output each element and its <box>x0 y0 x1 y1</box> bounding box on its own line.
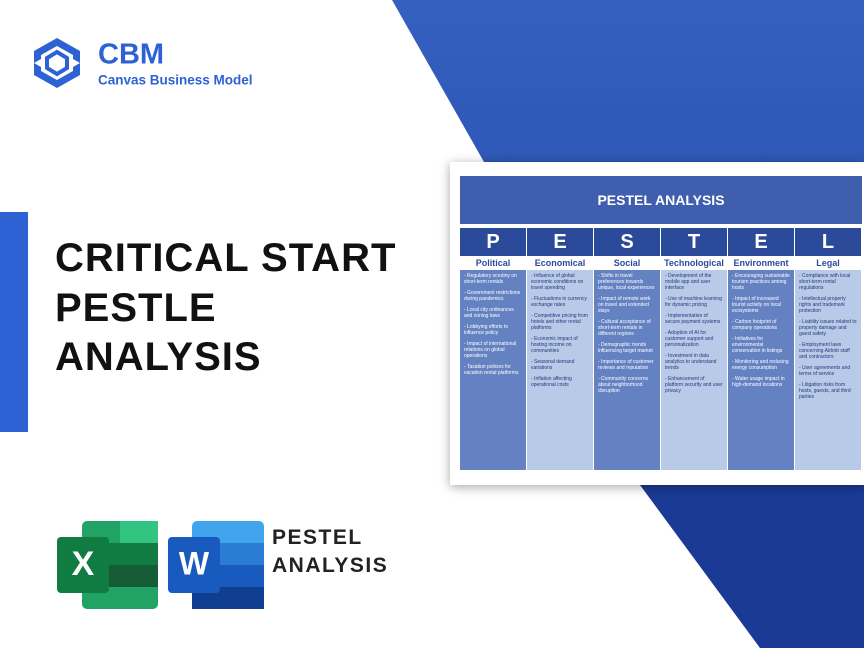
column-label: Environment <box>728 256 794 270</box>
column-item: - User agreements and terms of service <box>799 365 851 377</box>
column-item: - Impact of international relations on g… <box>464 341 517 359</box>
column-item: - Liability issues related to property d… <box>799 319 857 337</box>
column-item: - Employment laws concerning Airbnb staf… <box>799 342 850 360</box>
pestel-column: E Environment - Encouraging sustainable to… <box>728 228 794 470</box>
column-item: - Use of machine learning for dynamic pr… <box>665 296 722 308</box>
column-item: - Importance of customer reviews and rep… <box>598 359 654 371</box>
column-letter: L <box>795 228 861 256</box>
logo-icon <box>34 38 80 88</box>
column-letter: E <box>728 228 794 256</box>
column-item: - Economic impact of hosting income on c… <box>531 336 578 354</box>
column-body: - Development of the mobile app and user… <box>661 270 727 470</box>
title-line: ANALYSIS <box>55 335 262 379</box>
column-item: - Inflation affecting operational costs <box>531 376 572 388</box>
column-item: - Taxation policies for vacation rental … <box>464 364 519 376</box>
column-letter: S <box>594 228 660 256</box>
column-item: - Competitive pricing from hotels and ot… <box>531 313 588 331</box>
column-item: - Water usage impact in high-demand loca… <box>732 376 785 388</box>
pestel-column: T Technological - Development of the mobil… <box>661 228 727 470</box>
column-label: Social <box>594 256 660 270</box>
card-title: PESTEL ANALYSIS <box>460 176 862 224</box>
column-letter: P <box>460 228 526 256</box>
column-item: - Lobbying efforts to influence policy <box>464 324 509 336</box>
column-body: - Shifts in travel preferences towards u… <box>594 270 660 470</box>
column-item: - Impact of increased tourist activity o… <box>732 296 781 314</box>
pestel-column: P Political - Regulatory scrutiny on short… <box>460 228 526 470</box>
title-line: CRITICAL START <box>55 236 397 280</box>
column-item: - Initiatives for environmental conserva… <box>732 336 783 354</box>
column-item: - Compliance with local short-term renta… <box>799 273 851 291</box>
column-item: - Regulatory scrutiny on short-term rent… <box>464 273 517 285</box>
column-item: - Shifts in travel preferences towards u… <box>598 273 655 291</box>
column-item: - Carbon footprint of company operations <box>732 319 778 331</box>
pestel-column: L Legal - Compliance with local short-term… <box>795 228 861 470</box>
band-shade <box>640 485 864 648</box>
column-letter: E <box>527 228 593 256</box>
column-letter: T <box>661 228 727 256</box>
column-body: - Encouraging sustainable tourism practi… <box>728 270 794 470</box>
column-item: - Encouraging sustainable tourism practi… <box>732 273 790 291</box>
column-item: - Enhancement of platform security and u… <box>665 376 723 394</box>
word-letter: W <box>179 545 210 581</box>
column-item: - Cultural acceptance of short-term rent… <box>598 319 651 337</box>
column-item: - Demographic trends influencing target … <box>598 342 653 354</box>
excel-icon <box>57 521 158 609</box>
column-item: - Development of the mobile app and user… <box>665 273 712 291</box>
footer-line: ANALYSIS <box>272 554 389 577</box>
column-item: - Fluctuations in currency exchange rate… <box>531 296 587 308</box>
column-item: - Impact of remote work on travel and ex… <box>598 296 651 314</box>
column-item: - Community concerns about neighborhood … <box>598 376 649 394</box>
column-item: - Monitoring and reducing energy consump… <box>732 359 789 371</box>
pestel-column: S Social - Shifts in travel preferences to… <box>594 228 660 470</box>
column-body: - Compliance with local short-term renta… <box>795 270 861 470</box>
column-item: - Seasonal demand variations <box>531 359 575 371</box>
column-item: - Implementation of secure payment syste… <box>665 313 721 325</box>
side-bar <box>0 212 28 432</box>
column-item: - Litigation risks from hosts, guests, a… <box>799 382 851 400</box>
column-label: Economical <box>527 256 593 270</box>
column-label: Legal <box>795 256 861 270</box>
word-icon <box>168 521 264 609</box>
column-item: - Local city ordinances and zoning laws <box>464 307 514 319</box>
column-body: - Regulatory scrutiny on short-term rent… <box>460 270 526 470</box>
column-item: - Influence of global economic condition… <box>531 273 584 291</box>
column-label: Political <box>460 256 526 270</box>
logo-name: Canvas Business Model <box>98 73 253 88</box>
column-item: - Government restrictions during pandemi… <box>464 290 521 302</box>
excel-letter: X <box>72 545 95 583</box>
pestel-card: PESTEL ANALYSIS P Political - Regulatory s… <box>450 162 864 485</box>
column-item: - Intellectual property rights and trade… <box>799 296 846 314</box>
pestel-column: E Economical - Influence of global economi… <box>527 228 593 470</box>
logo-short: CBM <box>98 39 164 71</box>
column-item: - Adoption of AI for customer support an… <box>665 330 714 348</box>
footer-line: PESTEL <box>272 526 363 549</box>
column-label: Technological <box>661 256 727 270</box>
column-item: - Investment in data analytics to unders… <box>665 353 717 371</box>
column-body: - Influence of global economic condition… <box>527 270 593 470</box>
title-line: PESTLE <box>55 286 217 330</box>
